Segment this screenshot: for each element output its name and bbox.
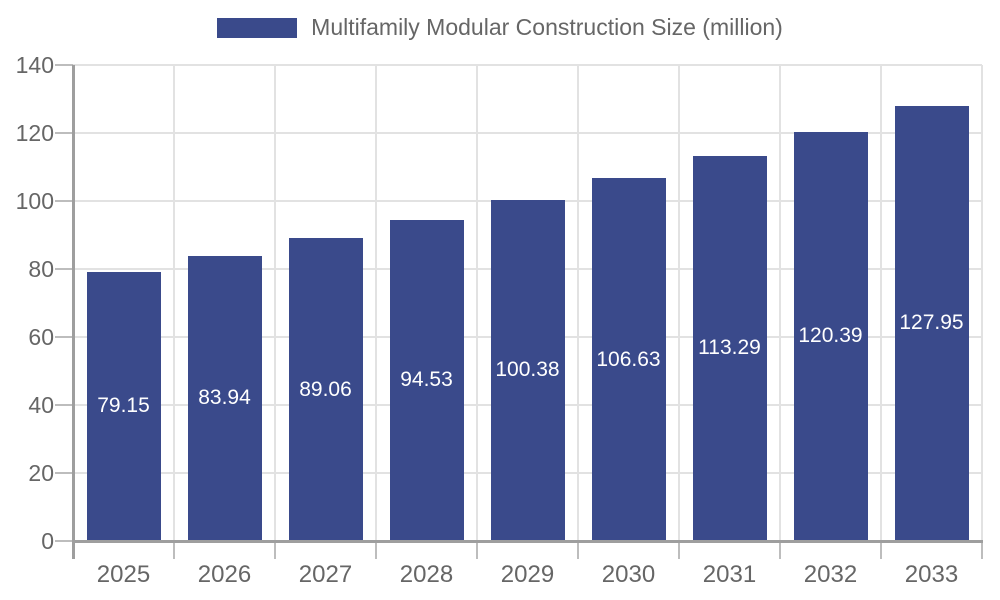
x-tick — [981, 541, 983, 559]
bar — [692, 155, 767, 541]
y-tick-label: 40 — [28, 392, 54, 418]
y-tick-label: 20 — [28, 460, 54, 486]
y-tick — [55, 132, 73, 134]
x-tick-label: 2030 — [601, 561, 656, 588]
x-tick — [274, 541, 276, 559]
bar — [187, 255, 262, 541]
legend: Multifamily Modular Construction Size (m… — [0, 14, 1000, 41]
x-tick — [577, 541, 579, 559]
bar-value-label: 106.63 — [596, 347, 661, 371]
bar — [591, 178, 666, 541]
y-tick-label: 120 — [15, 120, 54, 146]
y-tick — [55, 200, 73, 202]
x-gridline — [678, 65, 680, 541]
bar — [389, 219, 464, 541]
y-gridline — [73, 132, 982, 134]
x-tick-label: 2026 — [197, 561, 252, 588]
x-tick-label: 2025 — [96, 561, 151, 588]
bar-value-label: 120.39 — [798, 324, 863, 348]
y-tick — [55, 64, 73, 66]
bar-value-label: 83.94 — [198, 386, 251, 410]
bar — [490, 199, 565, 541]
y-tick-label: 80 — [28, 256, 54, 282]
y-axis-line — [72, 65, 75, 559]
x-tick-label: 2029 — [500, 561, 555, 588]
x-tick — [375, 541, 377, 559]
x-tick-label: 2027 — [298, 561, 353, 588]
legend-label: Multifamily Modular Construction Size (m… — [311, 14, 783, 40]
legend-swatch-icon — [217, 17, 298, 38]
y-tick — [55, 336, 73, 338]
x-gridline — [981, 65, 983, 541]
y-tick-label: 0 — [41, 528, 54, 554]
bar-value-label: 113.29 — [698, 336, 761, 360]
bar — [288, 238, 363, 541]
y-gridline — [73, 64, 982, 66]
x-gridline — [173, 65, 175, 541]
x-gridline — [880, 65, 882, 541]
x-gridline — [375, 65, 377, 541]
x-tick-label: 2031 — [702, 561, 757, 588]
bar-value-label: 89.06 — [299, 377, 352, 401]
x-tick-label: 2032 — [803, 561, 858, 588]
x-tick — [678, 541, 680, 559]
x-tick-label: 2033 — [904, 561, 959, 588]
y-tick — [55, 540, 73, 542]
y-tick-label: 60 — [28, 324, 54, 350]
bar-value-label: 79.15 — [97, 394, 150, 418]
bar — [86, 271, 161, 541]
y-tick — [55, 472, 73, 474]
bar-value-label: 127.95 — [899, 311, 964, 335]
x-tick-label: 2028 — [399, 561, 454, 588]
x-gridline — [577, 65, 579, 541]
x-gridline — [274, 65, 276, 541]
y-tick-label: 140 — [15, 52, 54, 78]
y-tick — [55, 268, 73, 270]
bar — [894, 105, 969, 541]
bar — [793, 131, 868, 541]
bar-value-label: 94.53 — [400, 368, 453, 392]
x-tick — [173, 541, 175, 559]
x-gridline — [779, 65, 781, 541]
x-tick — [476, 541, 478, 559]
x-axis-line — [72, 540, 983, 543]
x-gridline — [476, 65, 478, 541]
x-tick — [880, 541, 882, 559]
bar-value-label: 100.38 — [495, 358, 560, 382]
y-tick-label: 100 — [15, 188, 54, 214]
x-tick — [779, 541, 781, 559]
y-tick — [55, 404, 73, 406]
